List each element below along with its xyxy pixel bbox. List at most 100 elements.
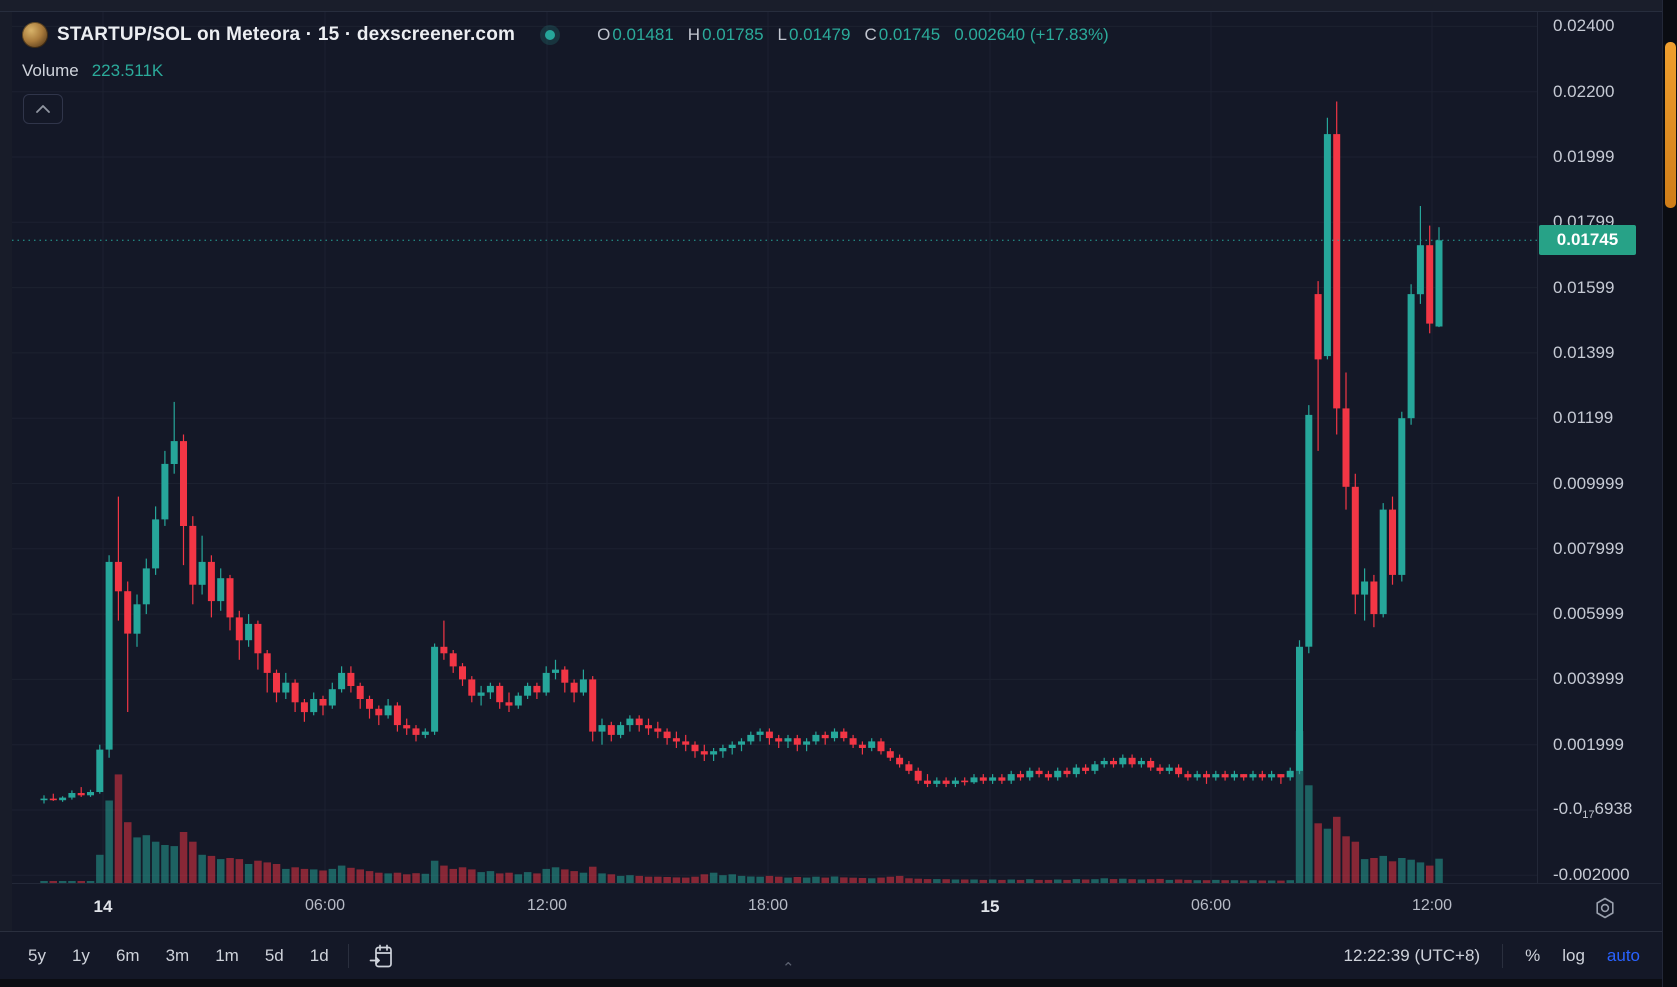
candle-body bbox=[738, 741, 745, 745]
volume-bar bbox=[775, 876, 783, 883]
candle-body bbox=[877, 741, 885, 752]
candle-body bbox=[998, 777, 1006, 781]
volume-bar bbox=[700, 874, 709, 883]
range-button-5d[interactable]: 5d bbox=[264, 945, 284, 965]
toolbar-collapse-icon[interactable]: ⌃ bbox=[782, 960, 795, 977]
page-scrollbar-thumb[interactable] bbox=[1665, 42, 1676, 208]
range-button-1m[interactable]: 1m bbox=[215, 945, 239, 965]
candle-body bbox=[1072, 767, 1080, 775]
price-tick-label: 0.007999 bbox=[1553, 538, 1624, 558]
volume-bar bbox=[468, 869, 476, 883]
volume-bar bbox=[477, 872, 485, 883]
candle-body bbox=[1249, 774, 1257, 778]
candle-body bbox=[1119, 757, 1127, 765]
price-tick-label: 0.003999 bbox=[1553, 669, 1624, 689]
volume-bar bbox=[1305, 785, 1313, 883]
volume-bar bbox=[1258, 880, 1267, 883]
volume-bar bbox=[840, 877, 848, 883]
volume-bar bbox=[514, 874, 523, 883]
volume-bar bbox=[905, 878, 913, 883]
volume-bar bbox=[1342, 836, 1350, 883]
volume-bar bbox=[942, 879, 950, 883]
volume-bar bbox=[1091, 879, 1099, 883]
range-button-5y[interactable]: 5y bbox=[28, 945, 46, 965]
candle-body bbox=[421, 731, 429, 735]
candle-body bbox=[96, 749, 104, 792]
volume-bar bbox=[626, 875, 634, 883]
volume-bar bbox=[570, 871, 578, 883]
volume-bar bbox=[719, 875, 727, 883]
price-tick-label: 0.01399 bbox=[1553, 342, 1615, 362]
range-button-6m[interactable]: 6m bbox=[115, 945, 140, 965]
volume-bar bbox=[709, 872, 718, 883]
time-tick-label: 06:00 bbox=[1190, 897, 1232, 914]
candle-body bbox=[1323, 134, 1331, 357]
pair-logo-avatar bbox=[22, 22, 48, 48]
candle-body bbox=[765, 731, 773, 739]
candle-body bbox=[1258, 774, 1266, 778]
volume-bar bbox=[440, 865, 448, 883]
volume-bar bbox=[217, 859, 225, 883]
time-tick-label: 18:00 bbox=[747, 897, 789, 914]
volume-bar bbox=[486, 871, 495, 883]
volume-bar bbox=[1128, 879, 1136, 883]
volume-bar bbox=[589, 866, 597, 883]
range-button-3m[interactable]: 3m bbox=[165, 945, 190, 965]
price-tick-label: -0.002000 bbox=[1553, 865, 1630, 885]
volume-bar bbox=[170, 846, 178, 883]
volume-bar bbox=[1212, 879, 1220, 883]
candle-body bbox=[1268, 774, 1276, 778]
volume-bar bbox=[198, 854, 206, 883]
volume-bar bbox=[1165, 879, 1174, 883]
volume-bar bbox=[458, 867, 467, 883]
volume-bar bbox=[886, 876, 895, 883]
volume-bar bbox=[254, 860, 262, 883]
price-axis[interactable]: 0.02400 0.02200 0.01999 0.01799 0.01599 0.013… bbox=[1537, 12, 1661, 885]
candle-body bbox=[1277, 774, 1285, 778]
candle-body bbox=[793, 738, 801, 745]
time-tick-label: 15 bbox=[980, 897, 1000, 916]
candle-body bbox=[719, 748, 727, 752]
volume-bar bbox=[1323, 828, 1332, 883]
volume-bar bbox=[542, 868, 550, 883]
time-axis[interactable]: 14 06:00 12:00 18:00 15 06:00 12:00 bbox=[12, 883, 1661, 931]
price-tick-label: 0.005999 bbox=[1553, 604, 1624, 624]
scale-button-auto[interactable]: auto bbox=[1606, 945, 1640, 965]
volume-bar bbox=[663, 877, 671, 883]
range-button-1d[interactable]: 1d bbox=[309, 945, 329, 965]
candle-body bbox=[1091, 764, 1099, 771]
volume-bar bbox=[412, 873, 420, 883]
volume-bar bbox=[1435, 858, 1443, 883]
volume-bar bbox=[923, 879, 932, 883]
candle-body bbox=[207, 561, 215, 602]
candle-body bbox=[961, 780, 969, 783]
volume-bar bbox=[1249, 880, 1257, 883]
volume-bar bbox=[765, 875, 774, 883]
legend-collapse-button[interactable] bbox=[23, 94, 63, 124]
candle-body bbox=[1054, 770, 1062, 778]
price-chart-canvas[interactable] bbox=[12, 12, 1537, 883]
ohlc-high: H 0.01785 bbox=[687, 25, 764, 44]
candle-body bbox=[756, 731, 764, 735]
scale-mode-buttons: % log auto bbox=[1525, 946, 1640, 966]
goto-date-button[interactable] bbox=[368, 942, 395, 969]
candle-body bbox=[672, 738, 680, 742]
candle-body bbox=[1044, 774, 1052, 778]
candle-body bbox=[1147, 761, 1155, 768]
volume-bar bbox=[551, 867, 560, 883]
candle-body bbox=[1435, 240, 1443, 327]
scale-button-log[interactable]: log bbox=[1562, 945, 1585, 965]
axis-settings-button[interactable] bbox=[1590, 893, 1620, 923]
scale-button-percent[interactable]: % bbox=[1525, 945, 1541, 965]
volume-bar bbox=[747, 876, 755, 883]
pair-title[interactable]: STARTUP/SOL on Meteora · 15 · dexscreene… bbox=[57, 24, 516, 45]
clock-timezone-button[interactable]: 12:22:39 (UTC+8) bbox=[1343, 945, 1481, 965]
volume-bar bbox=[1100, 878, 1108, 883]
range-button-1y[interactable]: 1y bbox=[71, 945, 90, 965]
market-status-icon[interactable] bbox=[545, 30, 556, 40]
volume-bar bbox=[756, 876, 764, 883]
candle-body bbox=[1314, 294, 1322, 360]
bottom-toolbar: 5y 1y 6m 3m 1m 5d 1d 12:22:39 (UTC+8) % log auto bbox=[0, 931, 1662, 979]
candle-body bbox=[319, 699, 327, 706]
volume-bar bbox=[96, 854, 104, 883]
